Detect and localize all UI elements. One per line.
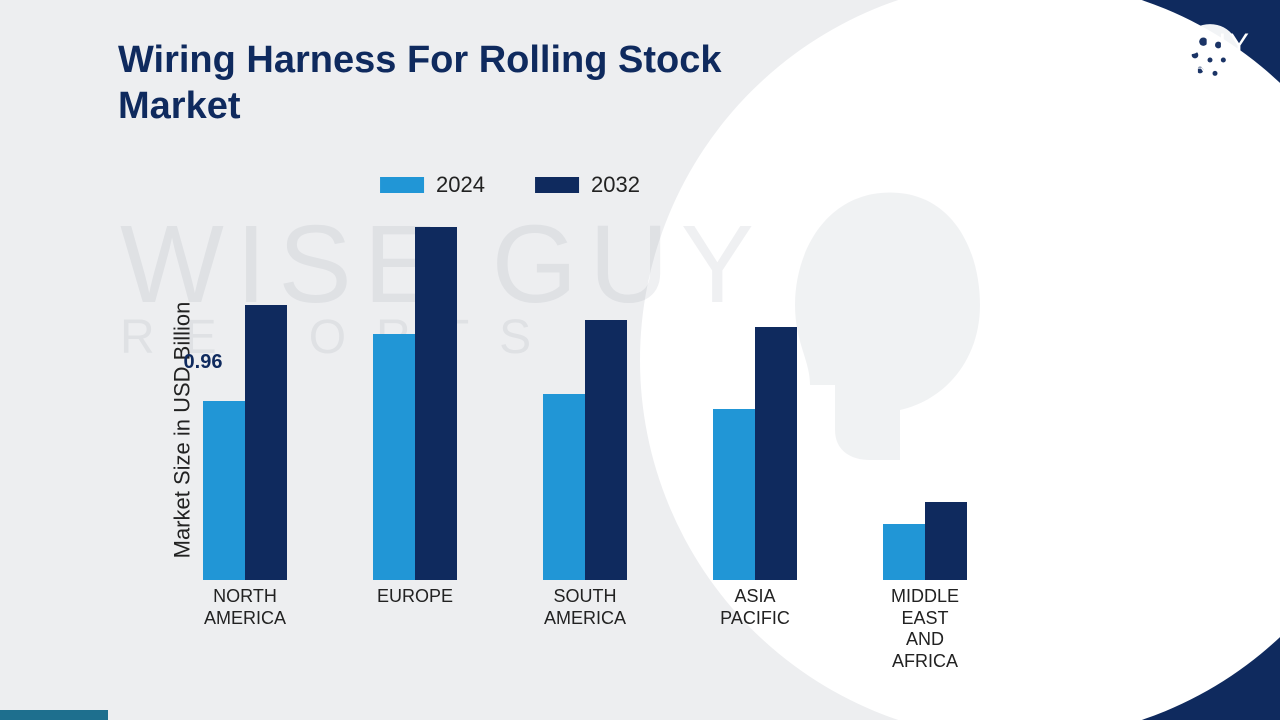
page-root: WISE GUY REPORTS Wiring Harness For Roll… [0,0,1280,720]
x-axis-labels: NORTH AMERICA EUROPE SOUTH AMERICA ASIA PAC… [140,580,960,700]
footer-accent-bar [0,710,108,720]
brand-logo: WISE GUY REPORTS [1078,28,1252,77]
legend-label-2024: 2024 [436,172,485,198]
legend-item-2024: 2024 [380,172,485,198]
x-axis-label: EUROPE [350,586,480,608]
x-axis-label: ASIA PACIFIC [690,586,820,629]
bar-2032 [245,305,287,580]
legend-label-2032: 2032 [591,172,640,198]
x-axis-label: SOUTH AMERICA [520,586,650,629]
logo-line2: REPORTS [1078,60,1252,77]
chart-legend: 2024 2032 [380,172,640,198]
legend-swatch-2024 [380,177,424,193]
bar-value-label: 0.96 [184,351,223,374]
bar-2024 [883,524,925,580]
chart-title: Wiring Harness For Rolling Stock Market [118,38,838,129]
logo-line1: WISE GUY [1078,28,1252,62]
x-axis-label: NORTH AMERICA [180,586,310,629]
bar-2024 [543,394,585,580]
x-axis-label: MIDDLE EAST AND AFRICA [860,586,990,672]
bar-2032 [585,320,627,580]
legend-item-2032: 2032 [535,172,640,198]
bar-2024 [373,334,415,580]
bar-2032 [755,327,797,580]
bar-group [350,227,480,580]
bar-2024 [713,409,755,580]
chart-plot: 0.96 [140,208,960,580]
chart-area: Market Size in USD Billion 2024 2032 0.9… [60,160,960,700]
bar-2024 [203,401,245,580]
bar-group [690,327,820,580]
bar-2032 [415,227,457,580]
bar-2032 [925,502,967,580]
bar-group [180,305,310,580]
legend-swatch-2032 [535,177,579,193]
bar-group [520,320,650,580]
bar-group [860,502,990,580]
